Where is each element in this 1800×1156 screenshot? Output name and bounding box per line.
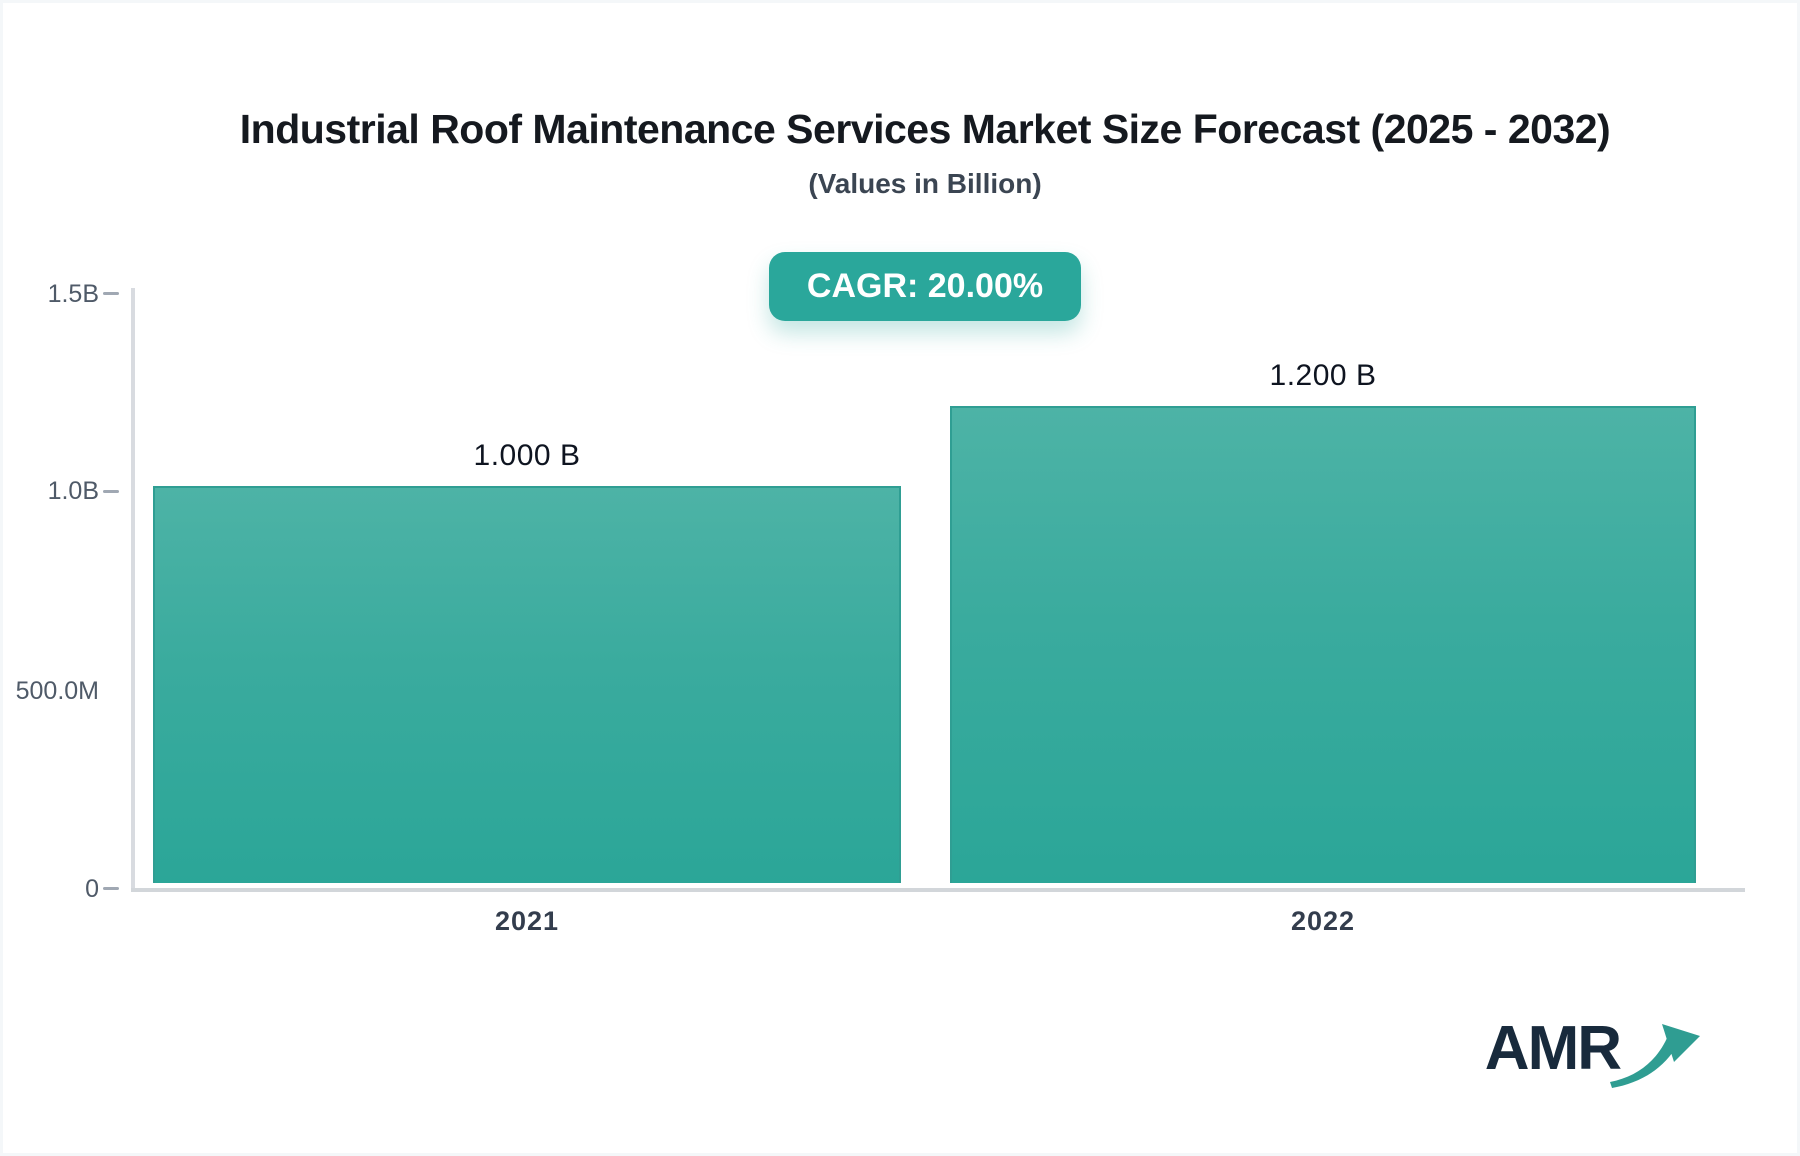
chart-subtitle: (Values in Billion): [808, 168, 1042, 200]
bar-column-2022: 1.200 B: [950, 359, 1696, 883]
y-tick-label-0: 0: [85, 875, 99, 903]
plot-area: 1.5B 1.0B 500.0M 0 1.000 B 1.200 B 2021 …: [3, 3, 1797, 1153]
y-tick-label-500m: 500.0M: [15, 677, 99, 705]
bar-2022[interactable]: [950, 406, 1696, 883]
chart-canvas: Industrial Roof Maintenance Services Mar…: [3, 3, 1797, 1153]
x-axis-baseline: [131, 888, 1745, 892]
chart-title: Industrial Roof Maintenance Services Mar…: [239, 106, 1611, 152]
cagr-badge: CAGR: 20.00%: [768, 252, 1082, 322]
x-tick-label-2021: 2021: [494, 906, 560, 936]
bar-value-label-2021: 1.000 B: [473, 439, 581, 472]
bar-2021[interactable]: [153, 486, 901, 883]
trend-up-arrow-icon: [1610, 1020, 1702, 1099]
amr-logo: AMR: [1485, 1018, 1702, 1099]
y-tick-dash-0: [103, 887, 119, 890]
y-tick-dash-1-0b: [103, 490, 119, 493]
chart-header: Industrial Roof Maintenance Services Mar…: [53, 105, 1797, 322]
y-axis-line: [131, 288, 135, 892]
x-tick-label-2022: 2022: [1290, 906, 1356, 936]
y-tick-dash-1-5b: [103, 292, 119, 295]
amr-logo-text: AMR: [1484, 1014, 1622, 1083]
bar-value-label-2022: 1.200 B: [1269, 359, 1377, 392]
y-tick-label-1-5b: 1.5B: [47, 280, 99, 308]
y-tick-label-1-0b: 1.0B: [47, 477, 99, 505]
bar-column-2021: 1.000 B: [153, 439, 901, 883]
